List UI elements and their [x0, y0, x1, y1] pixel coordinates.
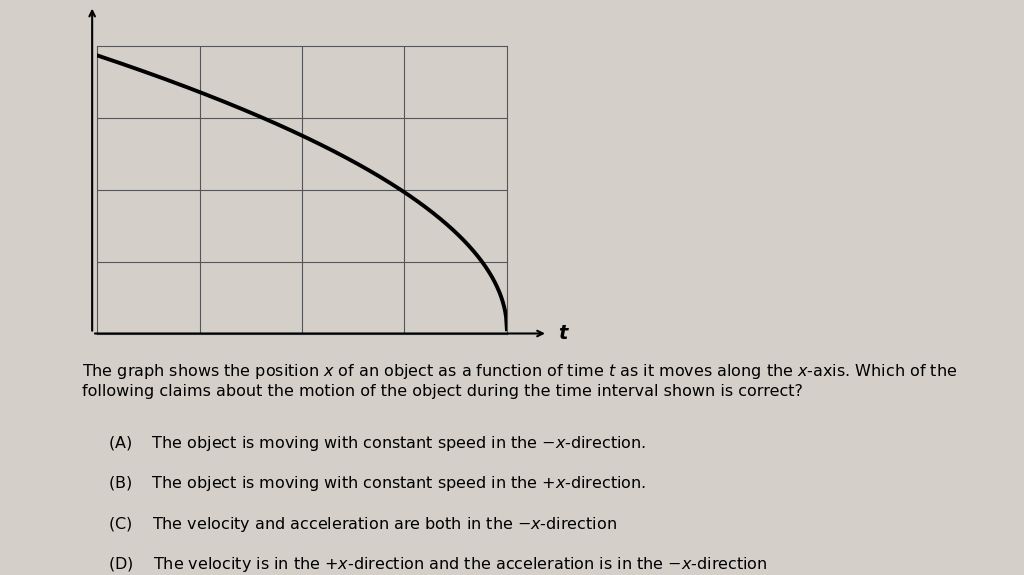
- Text: (A)    The object is moving with constant speed in the $-x$-direction.: (A) The object is moving with constant s…: [108, 434, 646, 453]
- Text: t: t: [558, 324, 567, 343]
- Text: The graph shows the position $x$ of an object as a function of time $t$ as it mo: The graph shows the position $x$ of an o…: [82, 362, 957, 398]
- Text: (D)    The velocity is in the $+x$-direction and the acceleration is in the $-x$: (D) The velocity is in the $+x$-directio…: [108, 555, 767, 574]
- Text: (C)    The velocity and acceleration are both in the $-x$-direction: (C) The velocity and acceleration are bo…: [108, 515, 616, 534]
- Text: (B)    The object is moving with constant speed in the $+x$-direction.: (B) The object is moving with constant s…: [108, 474, 646, 493]
